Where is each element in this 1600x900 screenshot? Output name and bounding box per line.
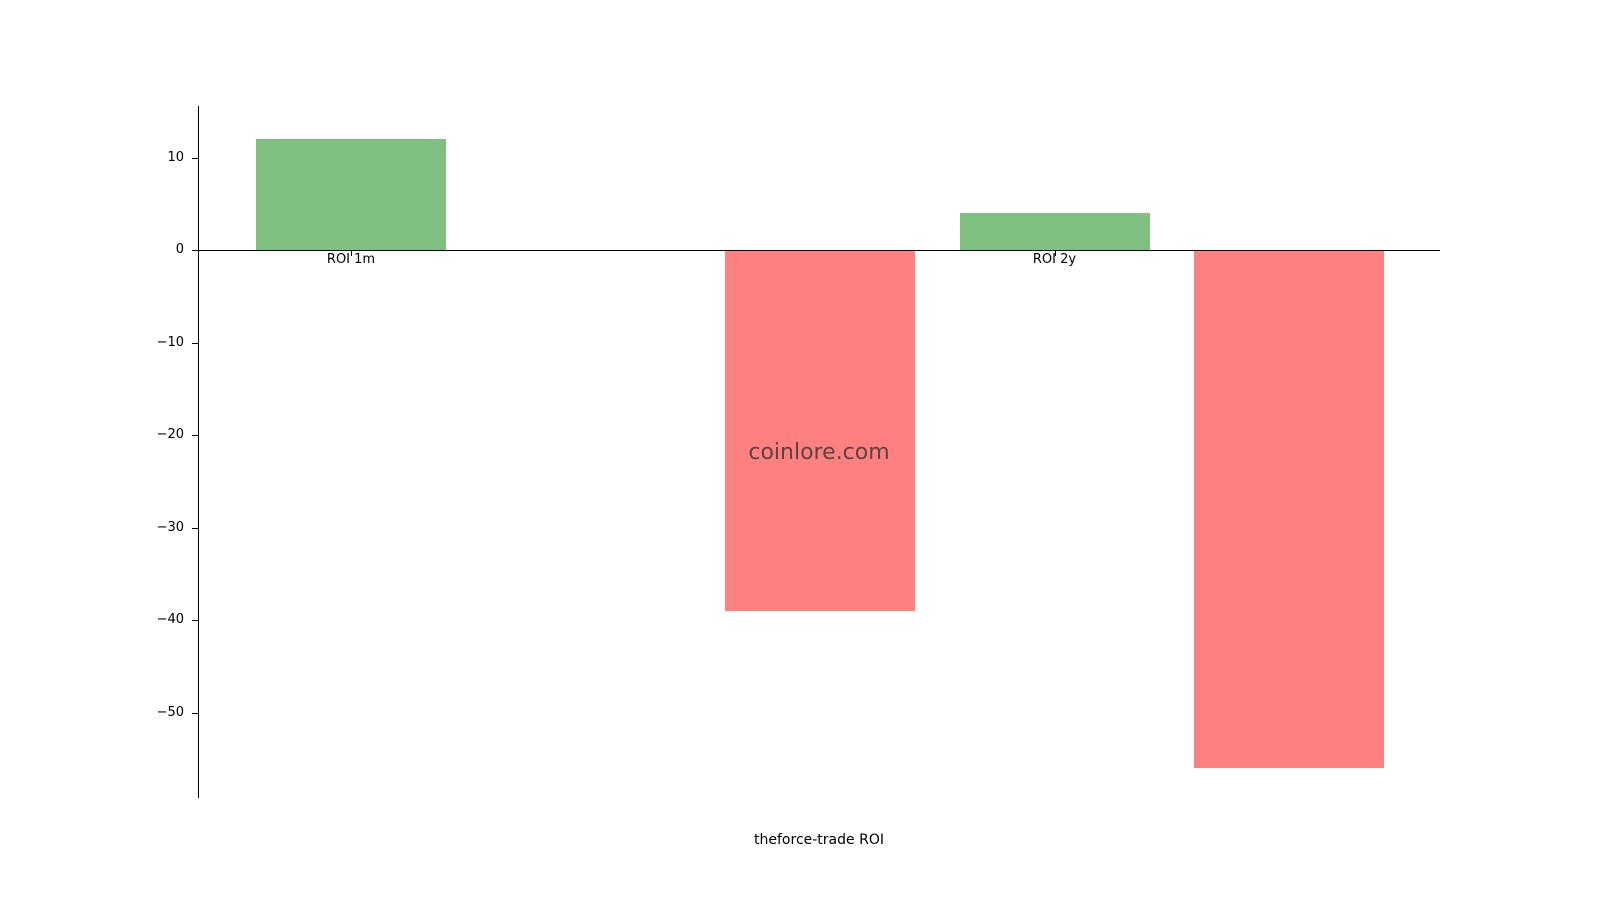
bar-negative <box>725 250 915 611</box>
y-tick-mark <box>192 620 198 621</box>
y-tick-mark <box>192 250 198 251</box>
y-tick-label: −40 <box>156 612 184 627</box>
bar-positive <box>256 139 446 250</box>
y-tick-mark <box>192 342 198 344</box>
y-tick-mark <box>192 435 198 436</box>
x-tick-mark <box>351 250 352 256</box>
y-tick-mark <box>192 157 198 159</box>
chart-title: theforce-trade ROI <box>754 832 884 848</box>
x-tick-mark <box>1054 250 1056 256</box>
watermark-text: coinlore.com <box>748 440 890 465</box>
y-tick-label: −30 <box>156 519 184 535</box>
y-tick-label: −50 <box>156 704 184 720</box>
x-axis-zero-line <box>198 250 1440 251</box>
bar-positive <box>959 213 1150 250</box>
y-axis-spine <box>198 106 199 798</box>
y-tick-label: 10 <box>167 149 184 165</box>
x-tick-label: ROI 1m <box>326 252 376 267</box>
y-tick-mark <box>192 527 198 529</box>
y-tick-mark <box>192 712 198 714</box>
y-tick-label: 0 <box>175 242 184 257</box>
y-tick-label: −10 <box>156 334 184 350</box>
y-tick-label: −20 <box>156 427 184 442</box>
x-tick-label: ROI 2y <box>1032 252 1077 267</box>
bar-negative <box>1194 250 1384 768</box>
